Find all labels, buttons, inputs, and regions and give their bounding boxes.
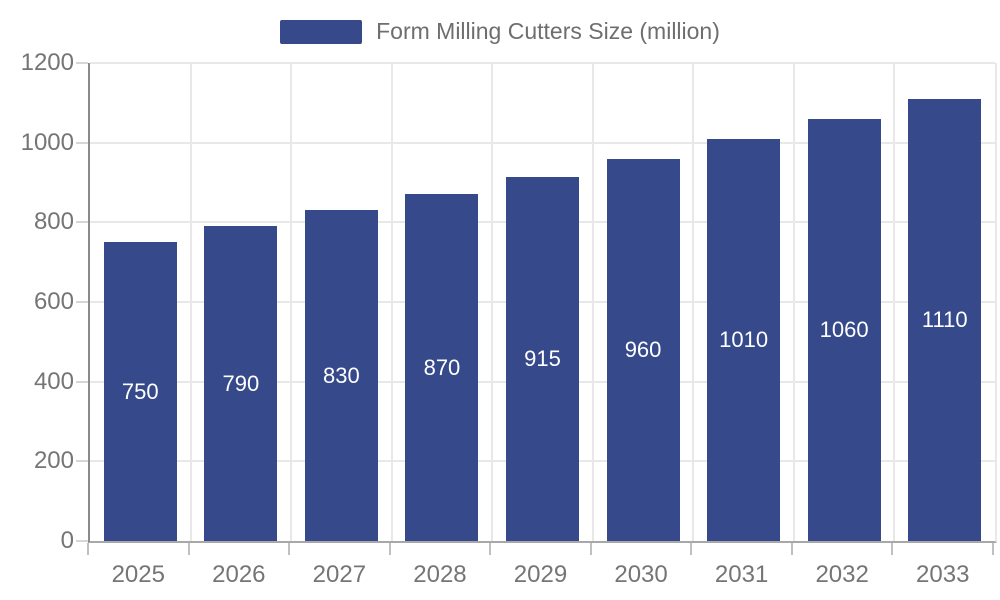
v-gridline	[893, 63, 896, 541]
y-axis-tick-label: 800	[33, 208, 74, 236]
y-axis-tick-mark	[76, 301, 88, 303]
x-axis-tick-mark	[790, 543, 793, 555]
y-axis-tick-mark	[76, 380, 88, 383]
y-axis-tick-label: 600	[33, 288, 74, 315]
legend-item[interactable]: Form Milling Cutters Size (million)	[0, 18, 1000, 45]
bar-2033[interactable]: 1110	[908, 98, 982, 541]
x-axis-label-2031: 2031	[714, 561, 769, 588]
y-axis-tick-label: 1000	[20, 128, 74, 156]
x-axis-label-2029: 2029	[513, 561, 568, 588]
x-axis-label-2032: 2032	[815, 561, 869, 588]
y-axis-tick-mark	[76, 62, 88, 64]
bar-value-label: 790	[222, 370, 260, 396]
x-axis-label-2025: 2025	[111, 561, 165, 588]
x-axis-tick-mark	[992, 543, 994, 555]
x-axis-tick-mark	[187, 543, 190, 555]
x-axis-tick-mark	[589, 543, 592, 555]
x-axis-tick-mark	[87, 543, 89, 555]
bar-value-label: 1060	[819, 316, 869, 342]
bar-2031[interactable]: 1010	[707, 138, 781, 541]
v-gridline	[491, 63, 494, 541]
h-gridline-1000	[90, 141, 995, 144]
x-axis-label-2030: 2030	[614, 561, 668, 588]
bar-2028[interactable]: 870	[405, 194, 479, 541]
y-axis-tick-label: 1200	[20, 49, 74, 76]
bar-value-label: 870	[423, 354, 461, 380]
x-axis-label-2027: 2027	[312, 561, 367, 588]
bar-2029[interactable]: 915	[506, 176, 579, 541]
x-axis-tick-mark	[690, 543, 693, 555]
legend-label: Form Milling Cutters Size (million)	[376, 18, 720, 44]
bar-2027[interactable]: 830	[304, 210, 378, 541]
v-gridline	[692, 63, 695, 541]
bar-value-label: 1110	[921, 306, 968, 332]
bar-value-label: 830	[323, 362, 360, 388]
v-gridline	[792, 63, 795, 541]
h-gridline-1200	[90, 62, 995, 64]
legend-swatch	[280, 19, 363, 44]
bar-value-label: 1010	[719, 326, 769, 352]
x-axis-tick-mark	[288, 543, 291, 555]
bar-2030[interactable]: 960	[606, 158, 680, 541]
y-axis-tick-label: 0	[60, 527, 74, 554]
plot-area: 750 790 830 870 915 960 1010 1060 1110	[88, 62, 997, 543]
y-axis-tick-mark	[76, 540, 88, 542]
y-axis-tick-mark	[76, 141, 88, 144]
bar-value-label: 960	[624, 336, 662, 362]
v-gridline	[189, 63, 192, 541]
x-axis-tick-mark	[891, 543, 894, 555]
bar-2032[interactable]: 1060	[807, 118, 881, 541]
y-axis-tick-mark	[76, 460, 88, 463]
bar-2026[interactable]: 790	[204, 226, 278, 541]
bar-value-label: 750	[121, 378, 159, 404]
x-axis-label-2033: 2033	[916, 561, 970, 588]
v-gridline	[290, 63, 293, 541]
y-axis-tick-label: 200	[33, 447, 74, 475]
v-gridline	[390, 63, 393, 541]
x-axis-tick-mark	[489, 543, 492, 555]
bar-2025[interactable]: 750	[103, 242, 177, 541]
y-axis-tick-label: 400	[33, 367, 74, 395]
x-axis-tick-mark	[388, 543, 391, 555]
bar-value-label: 915	[524, 345, 561, 371]
y-axis-tick-mark	[76, 221, 88, 224]
v-gridline	[591, 63, 594, 541]
x-axis-label-2028: 2028	[413, 561, 467, 588]
x-axis-label-2026: 2026	[212, 561, 266, 588]
